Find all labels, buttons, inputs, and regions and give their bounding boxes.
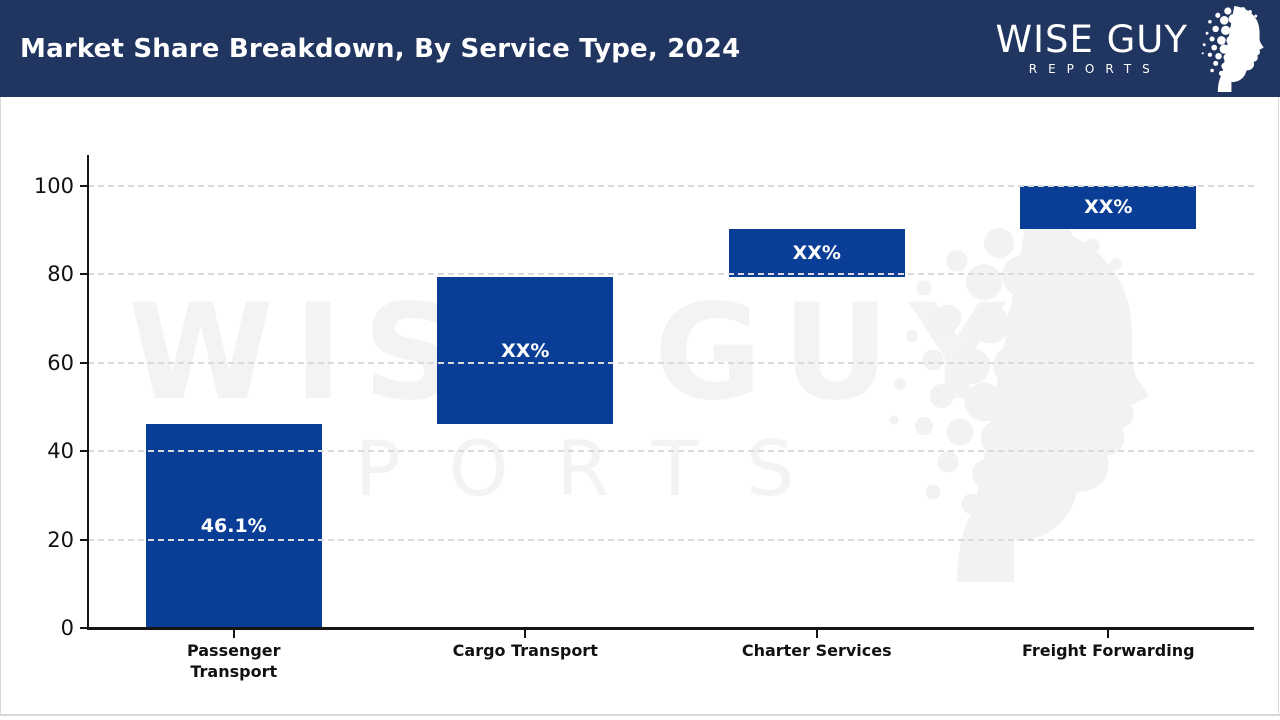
x-axis-line xyxy=(87,627,1254,630)
bar-charter-services xyxy=(728,228,905,278)
y-tick-label-100: 100 xyxy=(33,174,74,198)
y-tick-label-80: 80 xyxy=(47,262,74,287)
header-bar: Market Share Breakdown, By Service Type,… xyxy=(0,0,1280,97)
bar-freight-forwarding xyxy=(1020,186,1197,229)
logo-line2: REPORTS xyxy=(1028,62,1161,76)
bar-cargo-transport xyxy=(437,277,614,425)
y-tick-0 xyxy=(80,627,88,629)
x-tick-passenger-transport xyxy=(232,629,235,638)
figure-border-bottom xyxy=(0,714,1280,716)
page-title: Market Share Breakdown, By Service Type,… xyxy=(20,33,741,64)
y-tick-60 xyxy=(80,361,88,364)
x-category-label-passenger-transport: Passenger Transport xyxy=(186,641,281,681)
bar-value-label-cargo-transport: XX% xyxy=(501,339,550,362)
x-category-label-cargo-transport: Cargo Transport xyxy=(452,641,598,660)
logo-line1: WISE GUY xyxy=(995,18,1188,61)
gridline-60 xyxy=(88,361,1254,364)
gridline-40 xyxy=(88,450,1254,453)
y-tick-label-60: 60 xyxy=(47,350,74,375)
y-tick-40 xyxy=(80,450,88,453)
x-tick-freight-forwarding xyxy=(1107,629,1110,638)
wiseguy-logo: WISE GUY REPORTS xyxy=(995,5,1266,92)
bar-value-label-charter-services: XX% xyxy=(792,241,841,264)
y-tick-label-40: 40 xyxy=(47,439,74,464)
figure-border-right xyxy=(1278,97,1279,714)
x-tick-cargo-transport xyxy=(524,629,527,638)
y-tick-80 xyxy=(80,273,88,276)
x-category-label-freight-forwarding: Freight Forwarding xyxy=(1021,641,1195,660)
x-tick-charter-services xyxy=(815,629,818,638)
y-tick-label-0: 0 xyxy=(60,616,74,640)
y-tick-label-20: 20 xyxy=(47,527,74,552)
wiseguy-head-icon xyxy=(1201,5,1264,92)
y-tick-20 xyxy=(80,538,88,541)
figure-border-left xyxy=(0,97,1,714)
bar-value-label-passenger-transport: 46.1% xyxy=(200,515,267,538)
y-tick-100 xyxy=(80,185,88,187)
y-axis-line xyxy=(87,155,89,629)
gridline-20 xyxy=(88,538,1254,541)
logo-wordmark: WISE GUY REPORTS xyxy=(995,18,1188,77)
x-category-label-charter-services: Charter Services xyxy=(741,641,892,660)
gridline-100 xyxy=(88,185,1254,187)
bar-value-label-freight-forwarding: XX% xyxy=(1084,196,1133,219)
bar-passenger-transport xyxy=(145,424,322,628)
gridline-80 xyxy=(88,273,1254,276)
watermark-head-icon xyxy=(889,222,1149,582)
